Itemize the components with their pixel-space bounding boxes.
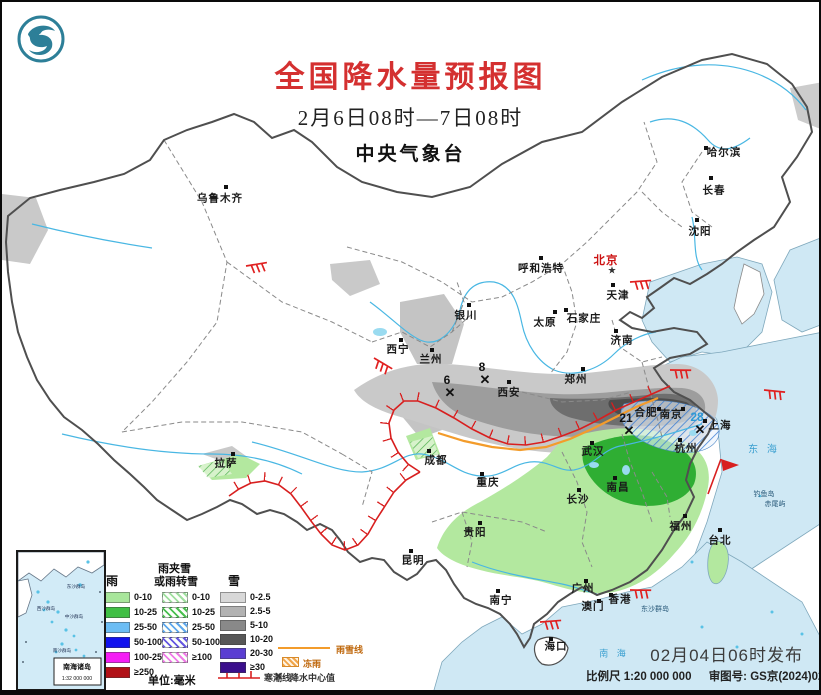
cma-logo bbox=[14, 12, 68, 66]
legend-swatch-sleet bbox=[162, 607, 188, 618]
approval-number: 审图号: GS京(2024)0236号 bbox=[708, 671, 819, 683]
legend-rain-header: 雨 bbox=[106, 574, 119, 588]
legend-swatch-sleet bbox=[162, 622, 188, 633]
legend-label-rain: 100-250 bbox=[134, 652, 168, 662]
inset-island-label: 南沙群岛 bbox=[53, 647, 72, 654]
legend-sleet-header-2: 或雨转雪 bbox=[154, 576, 198, 588]
legend-swatch-snow bbox=[220, 634, 246, 645]
legend-label-snow: 5-10 bbox=[250, 620, 269, 630]
legend-swatch-rain bbox=[104, 607, 130, 618]
legend-label-rain: ≥250 bbox=[134, 667, 154, 677]
legend-label-sleet: 10-25 bbox=[192, 607, 216, 617]
freezing-rain-label: 冻雨 bbox=[303, 659, 322, 669]
legend-swatch-sleet bbox=[162, 637, 188, 648]
svg-text:1:32 000 000: 1:32 000 000 bbox=[62, 676, 92, 682]
freezing-rain-symbol bbox=[282, 657, 299, 667]
legend-label-sleet: 0-10 bbox=[192, 592, 211, 602]
inset-island-label: 西沙群岛 bbox=[37, 605, 56, 612]
legend-swatch-rain bbox=[104, 637, 130, 648]
inset-island-label: 中沙群岛 bbox=[65, 613, 84, 620]
publish-time: 02月04日06时发布 bbox=[650, 646, 803, 665]
legend-label-sleet: 25-50 bbox=[192, 622, 216, 632]
legend-label-rain: 25-50 bbox=[134, 622, 158, 632]
legend-label-sleet: ≥100 bbox=[192, 652, 212, 662]
legend-label-snow: 10-20 bbox=[250, 634, 274, 644]
legend-label-snow: 0-2.5 bbox=[250, 592, 271, 602]
province-borders bbox=[121, 121, 713, 568]
legend-label-rain: 10-25 bbox=[134, 607, 158, 617]
cold-front-flag-icon bbox=[707, 458, 739, 495]
legend-swatch-snow bbox=[220, 648, 246, 659]
legend-swatch-snow bbox=[220, 606, 246, 617]
rain-snow-line-label: 雨雪线 bbox=[336, 645, 364, 655]
legend-label-snow: 2.5-5 bbox=[250, 606, 271, 616]
svg-text:南海诸岛: 南海诸岛 bbox=[63, 662, 91, 671]
legend-swatch-rain bbox=[104, 652, 130, 663]
rain-snow-line-symbol bbox=[278, 647, 330, 649]
legend-snow-header: 雪 bbox=[228, 574, 241, 588]
inset-island-label: 东沙群岛 bbox=[67, 583, 86, 590]
cold-front-line bbox=[228, 385, 671, 551]
legend-unit-label: 单位:毫米 bbox=[148, 675, 196, 687]
legend-sleet-header-1: 雨夹雪 bbox=[158, 563, 191, 575]
legend-swatch-snow bbox=[220, 620, 246, 631]
cold-front-label: 寒潮线 bbox=[264, 673, 292, 683]
legend-swatch-rain bbox=[104, 622, 130, 633]
legend-label-rain: 50-100 bbox=[134, 637, 163, 647]
legend-swatch-rain bbox=[104, 667, 130, 678]
legend-swatch-sleet bbox=[162, 652, 188, 663]
map-scale: 比例尺 1:20 000 000 bbox=[586, 671, 692, 683]
rivers-layer bbox=[31, 64, 807, 595]
legend-label-snow: ≥30 bbox=[250, 662, 265, 672]
legend-swatch-rain bbox=[104, 592, 130, 603]
legend-label-sleet: 50-100 bbox=[192, 637, 221, 647]
legend-swatch-snow bbox=[220, 592, 246, 603]
legend-label-snow: 20-30 bbox=[250, 648, 274, 658]
precip-center-symbol: ✕ bbox=[274, 671, 284, 683]
legend-swatch-sleet bbox=[162, 592, 188, 603]
map-credits: 比例尺 1:20 000 000 审图号: GS京(2024)0236号 bbox=[586, 668, 819, 684]
legend-swatch-snow bbox=[220, 662, 246, 673]
precip-center-label: 降水中心值 bbox=[290, 673, 336, 683]
south-china-sea-inset: 南海诸岛 1:32 000 000 东沙群岛西沙群岛中沙群岛南沙群岛 bbox=[16, 550, 106, 690]
legend-label-rain: 0-10 bbox=[134, 592, 153, 602]
